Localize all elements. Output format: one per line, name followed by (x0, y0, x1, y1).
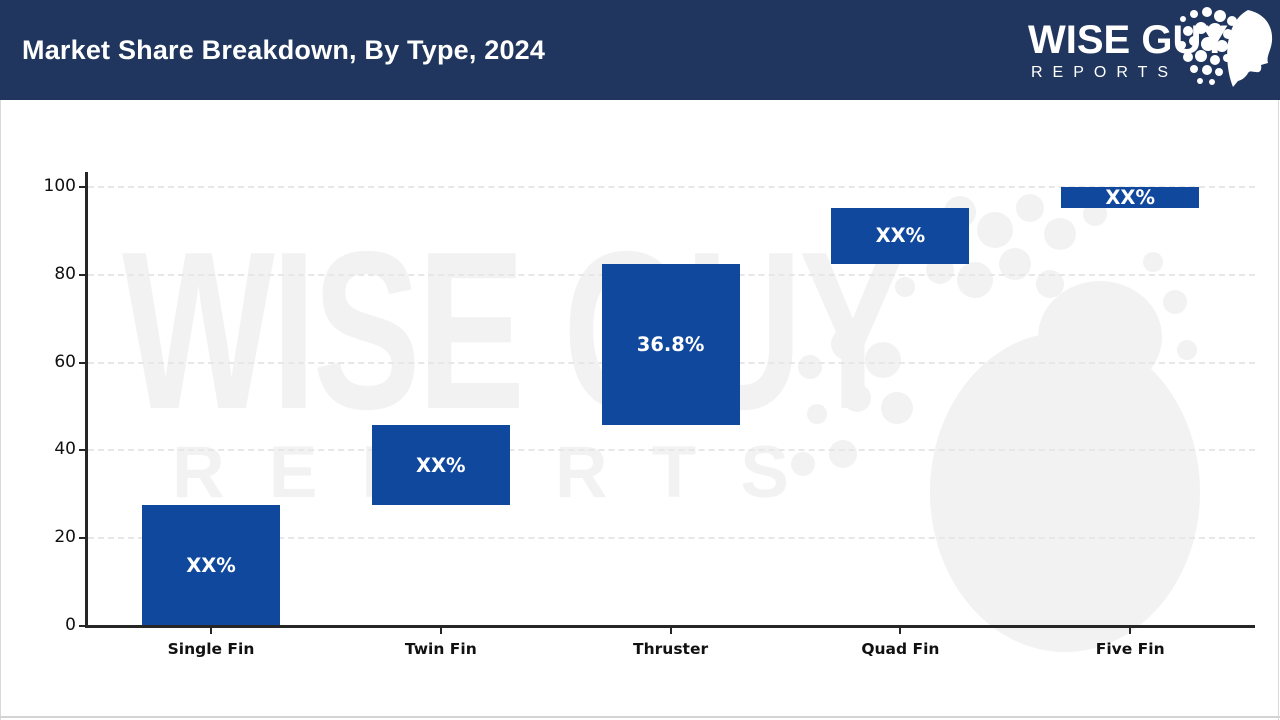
y-axis-tick-label: 100 (43, 176, 76, 196)
x-axis-tick (210, 627, 212, 634)
bar-thruster: 36.8% (601, 263, 740, 426)
y-axis-tick-label: 0 (65, 615, 76, 635)
bar-value-label-thruster: 36.8% (636, 333, 705, 357)
x-axis-category-label-five-fin: Five Fin (1095, 640, 1165, 658)
y-axis-line (85, 172, 88, 628)
bottom-divider (0, 716, 1280, 718)
bar-single-fin: XX% (142, 505, 280, 626)
y-axis-tick-label: 80 (54, 263, 76, 284)
x-axis-category-label-single-fin: Single Fin (167, 640, 255, 658)
y-axis-tick-label: 40 (54, 439, 76, 460)
gridline-100 (88, 186, 1255, 188)
bar-value-label-five-fin: XX% (1105, 185, 1155, 209)
x-axis-category-label-quad-fin: Quad Fin (861, 640, 940, 658)
bar-value-label-twin-fin: XX% (415, 453, 466, 477)
bar-twin-fin: XX% (371, 425, 510, 506)
y-axis-tick (79, 186, 87, 188)
header: Market Share Breakdown, By Type, 2024 WI… (0, 0, 1280, 100)
y-axis-tick (79, 361, 87, 364)
logo-face-icon (1227, 10, 1273, 87)
gridline-20 (88, 537, 1255, 540)
bar-quad-fin: XX% (831, 207, 970, 264)
frame-border-left (0, 100, 1, 720)
y-axis-tick (79, 449, 87, 452)
x-axis-category-label-twin-fin: Twin Fin (404, 640, 477, 658)
bar-value-label-single-fin: XX% (186, 554, 236, 578)
y-axis-tick-label: 20 (54, 527, 76, 548)
x-axis-line (85, 625, 1255, 628)
x-axis-tick (1129, 627, 1132, 634)
bar-five-fin: XX% (1061, 185, 1200, 209)
frame-border-right (1278, 100, 1279, 720)
x-axis-tick (669, 627, 672, 634)
y-axis-tick-label: 60 (54, 351, 76, 372)
x-axis-category-label-thruster: Thruster (633, 640, 709, 658)
bar-value-label-quad-fin: XX% (875, 224, 926, 248)
waterfall-chart: 0 20 40 60 80 100 XX% Single Fin XX% Twin Fin 36.8… (0, 100, 1280, 720)
y-axis-tick (79, 625, 87, 627)
y-axis-tick (79, 537, 87, 540)
y-axis-tick (79, 273, 87, 276)
page-title: Market Share Breakdown, By Type, 2024 (22, 34, 546, 65)
x-axis-tick (439, 627, 442, 634)
x-axis-tick (899, 627, 902, 634)
wise-guy-logo: WISE GUY REPORTS (1028, 7, 1273, 87)
gridline-40 (88, 449, 1255, 452)
logo-subtext: REPORTS (1031, 64, 1178, 81)
